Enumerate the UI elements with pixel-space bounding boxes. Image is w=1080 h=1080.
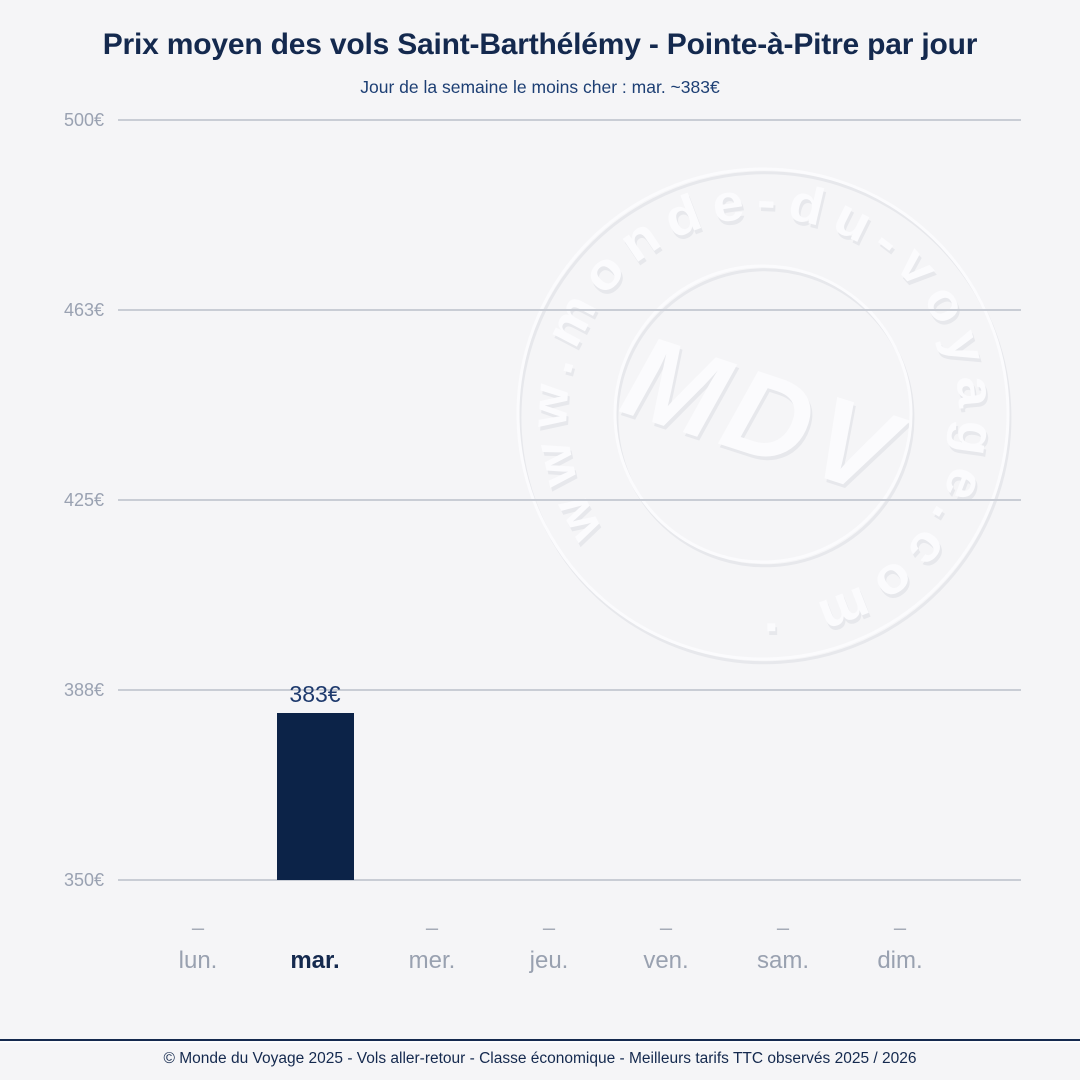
y-tick-label: 463€ <box>63 300 104 320</box>
gridline <box>118 879 1021 881</box>
y-tick-label: 425€ <box>63 490 104 510</box>
footer-divider <box>0 1039 1080 1041</box>
day-label-ven: ven. <box>643 947 689 974</box>
day-label-sam: sam. <box>756 947 809 974</box>
no-data-marker-mer: – <box>425 915 439 940</box>
day-label-mar: mar. <box>290 947 340 974</box>
day-label-mer: mer. <box>408 947 456 974</box>
day-label-dim: dim. <box>877 947 923 974</box>
no-data-marker-jeu: – <box>542 915 556 940</box>
no-data-marker-ven: – <box>659 915 673 940</box>
no-data-marker-lun: – <box>191 915 205 940</box>
day-label-jeu: jeu. <box>529 947 569 974</box>
gridline <box>118 309 1021 311</box>
day-label-lun: lun. <box>178 947 218 974</box>
y-tick-label: 500€ <box>63 110 104 130</box>
gridline <box>118 689 1021 691</box>
no-data-marker-sam: – <box>776 915 790 940</box>
gridline <box>118 119 1021 121</box>
y-tick-label: 350€ <box>63 870 104 890</box>
y-tick-label: 388€ <box>63 680 104 700</box>
footer-text: © Monde du Voyage 2025 - Vols aller-reto… <box>163 1050 917 1067</box>
chart-subtitle: Jour de la semaine le moins cher : mar. … <box>360 77 720 97</box>
no-data-marker-dim: – <box>893 915 907 940</box>
chart-title: Prix moyen des vols Saint-Barthélémy - P… <box>102 28 978 61</box>
bar-mar <box>277 713 354 880</box>
gridline <box>118 499 1021 501</box>
bar-value-label: 383€ <box>289 681 341 707</box>
